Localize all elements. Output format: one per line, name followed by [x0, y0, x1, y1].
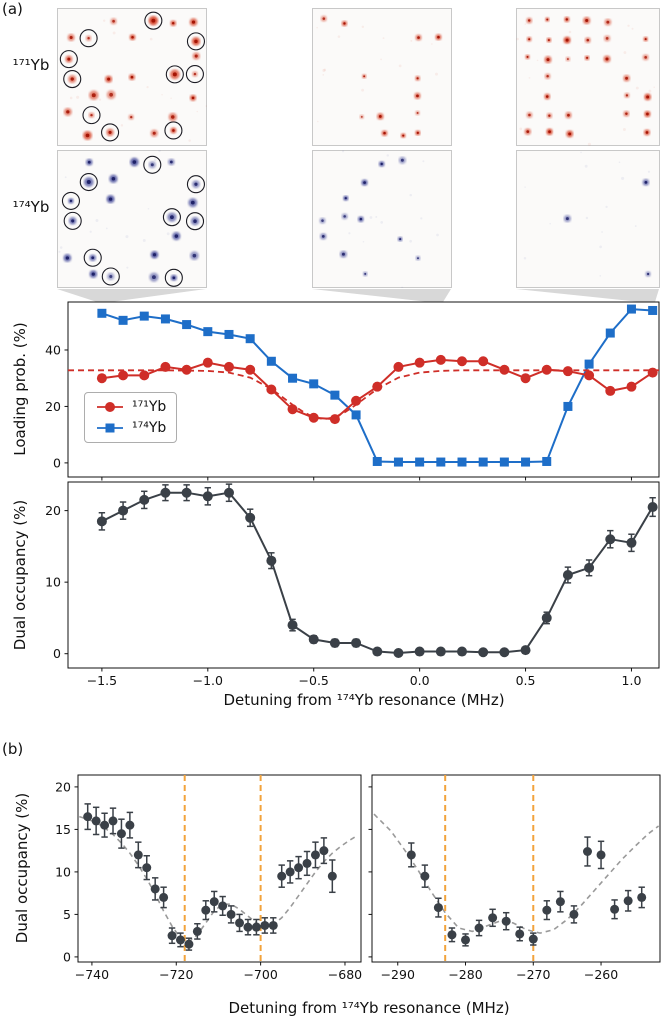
legend-marker-171yb-circle-icon — [97, 402, 123, 412]
tick-label: 0 — [63, 949, 71, 964]
panel-b-label: (b) — [2, 740, 24, 758]
tick-label: −260 — [584, 967, 618, 982]
legend-item-171yb: ¹⁷¹Yb — [95, 399, 166, 415]
legend-label-174yb: ¹⁷⁴Yb — [132, 420, 167, 436]
dual-occupancy-ring — [144, 11, 163, 30]
legend-label-171yb: ¹⁷¹Yb — [132, 399, 167, 415]
tick-label: −280 — [448, 967, 482, 982]
dual-occupancy-ring — [185, 212, 205, 231]
fluorescence-image-171yb-3 — [516, 8, 660, 146]
image-callout-funnels — [57, 289, 659, 302]
detuning-b-x-axis-label: Detuning from ¹⁷⁴Yb resonance (MHz) — [228, 999, 510, 1017]
loading-y-axis-label: Loading prob. (%) — [11, 322, 29, 456]
chart-dual-occupancy-b-left: −740 −720 −700 −680 0 5 10 15 20 — [55, 774, 362, 982]
chart-legend: ¹⁷¹Yb ¹⁷⁴Yb — [84, 392, 178, 443]
dual-occupancy-ring — [143, 155, 162, 174]
tick-label: 0.0 — [410, 673, 430, 688]
tick-label: −720 — [159, 967, 193, 982]
tick-label: −0.5 — [299, 673, 329, 688]
tick-label: −740 — [75, 967, 109, 982]
tick-label: −1.0 — [193, 673, 223, 688]
chart-dual-occupancy-a: −1.5 −1.0 −0.5 0.0 0.5 1.0 0 10 20 — [45, 481, 660, 688]
chart-dual-occupancy-b-right: −290 −280 −270 −260 — [368, 774, 661, 982]
tick-label: 10 — [45, 575, 61, 590]
dual-occupancy-ring — [186, 32, 206, 51]
tick-label: −270 — [516, 967, 550, 982]
tick-label: 40 — [45, 342, 61, 357]
dual-occupancy-ring — [79, 172, 98, 192]
dual-occupancy-ring — [61, 191, 81, 210]
dual-occupancy-ring — [165, 65, 184, 84]
dual-occupancy-ring — [63, 211, 82, 230]
tick-label: −680 — [328, 967, 362, 982]
tick-label: −1.5 — [87, 673, 117, 688]
dual-occupancy-ring — [164, 121, 183, 140]
fluorescence-image-174yb-1 — [57, 150, 207, 288]
tick-label: 20 — [45, 399, 61, 414]
tick-label: 10 — [55, 864, 71, 879]
legend-marker-174yb-square-icon — [97, 423, 123, 433]
dual-occupancy-a-y-axis-label: Dual occupancy (%) — [11, 499, 29, 651]
fluorescence-image-174yb-2 — [312, 150, 452, 288]
tick-label: −290 — [381, 967, 415, 982]
tick-label: 20 — [55, 779, 71, 794]
legend-item-174yb: ¹⁷⁴Yb — [95, 420, 166, 436]
dual-occupancy-ring — [79, 29, 98, 48]
dual-occupancy-ring — [101, 123, 120, 142]
dual-occupancy-b-y-axis-label: Dual occupancy (%) — [13, 792, 31, 944]
fluorescence-image-171yb-2 — [312, 8, 452, 146]
dual-occupancy-ring — [186, 175, 205, 194]
chart-loading-prob: 0 20 40 — [45, 301, 660, 481]
detuning-a-x-axis-label: Detuning from ¹⁷⁴Yb resonance (MHz) — [223, 691, 505, 709]
dual-occupancy-ring — [59, 50, 78, 69]
dual-occupancy-ring — [101, 267, 120, 286]
tick-label: 0 — [53, 646, 61, 661]
panel-a-label: (a) — [2, 0, 23, 18]
dual-occupancy-ring — [164, 268, 183, 287]
fluorescence-image-171yb-1 — [57, 8, 207, 146]
dual-occupancy-ring — [82, 106, 101, 125]
tick-label: 15 — [55, 822, 71, 837]
tick-label: 5 — [63, 907, 71, 922]
dual-occupancy-ring — [185, 65, 204, 84]
fluorescence-image-174yb-3 — [516, 150, 660, 288]
dual-occupancy-ring — [162, 208, 181, 227]
tick-label: 1.0 — [622, 673, 642, 688]
isotope-label-174yb: ¹⁷⁴Yb — [12, 198, 50, 216]
tick-label: 0.5 — [516, 673, 536, 688]
tick-label: 0 — [53, 455, 61, 470]
dual-occupancy-ring — [63, 69, 82, 89]
tick-label: 20 — [45, 503, 61, 518]
isotope-label-171yb: ¹⁷¹Yb — [12, 56, 50, 74]
tick-label: −700 — [243, 967, 277, 982]
dual-occupancy-ring — [83, 248, 102, 267]
